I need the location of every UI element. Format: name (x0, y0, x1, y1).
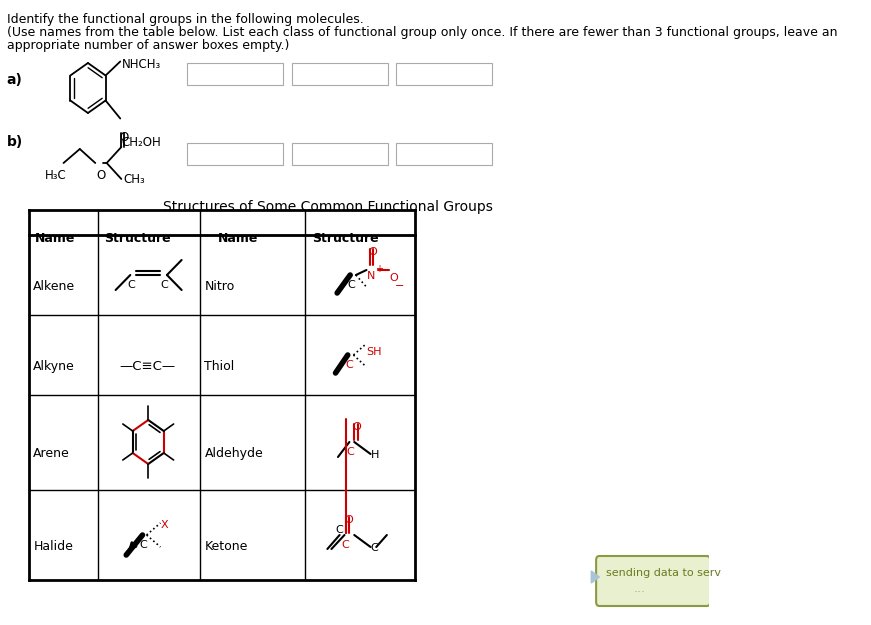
Bar (292, 63, 388, 85)
Text: C: C (346, 447, 354, 457)
Text: O: O (345, 515, 354, 525)
Text: Structures of Some Common Functional Groups: Structures of Some Common Functional Gro… (163, 200, 493, 214)
Text: O: O (353, 422, 361, 432)
Text: O: O (96, 169, 105, 182)
Text: Name: Name (35, 232, 76, 245)
Text: Thiol: Thiol (205, 360, 234, 373)
FancyBboxPatch shape (596, 556, 710, 606)
Text: O: O (389, 273, 398, 283)
Text: CH₃: CH₃ (123, 173, 145, 186)
Text: C: C (370, 543, 378, 553)
Text: C: C (347, 280, 354, 290)
Text: C: C (139, 540, 147, 550)
Text: —C≡C—: —C≡C— (119, 360, 176, 373)
Bar (395, 143, 492, 165)
Text: O: O (119, 131, 128, 144)
Text: C: C (335, 525, 343, 535)
Polygon shape (591, 571, 599, 583)
Text: C: C (345, 360, 353, 370)
Text: Structure: Structure (105, 232, 171, 245)
Bar (395, 63, 492, 85)
Text: H₃C: H₃C (44, 169, 66, 182)
Text: C: C (127, 280, 135, 290)
Bar (187, 143, 283, 165)
Text: X: X (160, 520, 168, 530)
Text: Aldehyde: Aldehyde (205, 447, 263, 460)
Text: ···: ··· (633, 586, 645, 599)
Text: CH₂OH: CH₂OH (122, 136, 162, 149)
Bar (187, 63, 283, 85)
Text: Name: Name (218, 232, 258, 245)
Text: Arene: Arene (33, 447, 71, 460)
Text: C: C (341, 540, 349, 550)
Text: SH: SH (367, 347, 382, 357)
Text: sending data to serv: sending data to serv (606, 568, 721, 578)
Text: (Use names from the table below. List each class of functional group only once. : (Use names from the table below. List ea… (6, 26, 837, 39)
Text: N: N (367, 271, 375, 281)
Bar (292, 143, 388, 165)
Text: −: − (395, 281, 404, 291)
Text: Ketone: Ketone (205, 540, 247, 553)
Text: Identify the functional groups in the following molecules.: Identify the functional groups in the fo… (6, 13, 363, 26)
Text: Halide: Halide (33, 540, 73, 553)
Text: Structure: Structure (312, 232, 379, 245)
Text: NHCH₃: NHCH₃ (122, 59, 161, 71)
Text: a): a) (6, 73, 23, 87)
Text: appropriate number of answer boxes empty.): appropriate number of answer boxes empty… (6, 39, 289, 52)
Text: Alkene: Alkene (33, 280, 76, 293)
Text: C: C (160, 280, 168, 290)
Text: b): b) (6, 135, 23, 149)
Text: +: + (375, 264, 382, 274)
Text: Alkyne: Alkyne (33, 360, 75, 373)
Text: Nitro: Nitro (205, 280, 234, 293)
Text: O: O (368, 247, 377, 257)
Text: H: H (370, 450, 379, 460)
